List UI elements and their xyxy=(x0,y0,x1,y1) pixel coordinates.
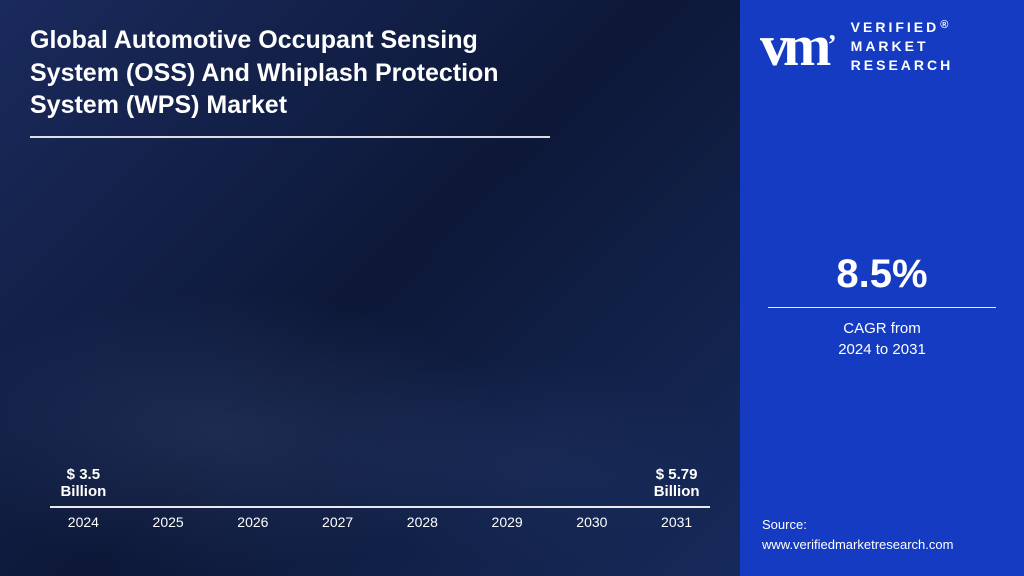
chart-panel: Global Automotive Occupant Sensing Syste… xyxy=(0,0,740,576)
bar-chart: $ 3.5Billion$ 5.79Billion 20242025202620… xyxy=(50,156,710,536)
title-divider xyxy=(30,136,550,138)
cagr-caption-l1: CAGR from xyxy=(843,320,921,337)
first-bar-label: $ 3.5Billion xyxy=(60,466,106,501)
source-block: Source: www.verifiedmarketresearch.com xyxy=(762,515,953,554)
sidebar-panel: vmʼ VERIFIED® MARKET RESEARCH 8.5% CAGR … xyxy=(740,0,1024,576)
brand-logo: vmʼ VERIFIED® MARKET RESEARCH xyxy=(760,18,1010,75)
bar-series: $ 3.5Billion $ 5.79Billion xyxy=(50,178,710,508)
x-axis-label: 2030 xyxy=(559,514,626,536)
logo-mark-icon: vmʼ xyxy=(760,23,837,69)
cagr-block: 8.5% CAGR from 2024 to 2031 xyxy=(740,252,1024,360)
logo-text: VERIFIED® MARKET RESEARCH xyxy=(851,18,954,75)
x-axis-label: 2029 xyxy=(474,514,541,536)
logo-letter-m: m xyxy=(783,23,825,69)
x-axis-label: 2028 xyxy=(389,514,456,536)
x-axis-label: 2026 xyxy=(220,514,287,536)
source-url: www.verifiedmarketresearch.com xyxy=(762,535,953,555)
x-axis-labels: 2024 2025 2026 2027 2028 2029 2030 2031 xyxy=(50,514,710,536)
logo-line1: VERIFIED xyxy=(851,19,940,35)
source-label: Source: xyxy=(762,515,953,535)
x-axis-label: 2027 xyxy=(304,514,371,536)
page-title: Global Automotive Occupant Sensing Syste… xyxy=(30,24,550,122)
x-axis-label: 2024 xyxy=(50,514,117,536)
cagr-caption-l2: 2024 to 2031 xyxy=(838,341,926,358)
cagr-value: 8.5% xyxy=(768,252,996,297)
registered-icon: ® xyxy=(940,19,951,31)
last-bar-label: $ 5.79Billion xyxy=(654,466,700,501)
logo-letter-v: v xyxy=(760,23,783,69)
logo-line3: RESEARCH xyxy=(851,56,954,75)
logo-line2: MARKET xyxy=(851,37,954,56)
x-axis-label: 2031 xyxy=(643,514,710,536)
logo-accent-icon: ʼ xyxy=(827,35,836,57)
cagr-divider xyxy=(768,307,996,308)
x-axis-label: 2025 xyxy=(135,514,202,536)
cagr-caption: CAGR from 2024 to 2031 xyxy=(768,318,996,360)
